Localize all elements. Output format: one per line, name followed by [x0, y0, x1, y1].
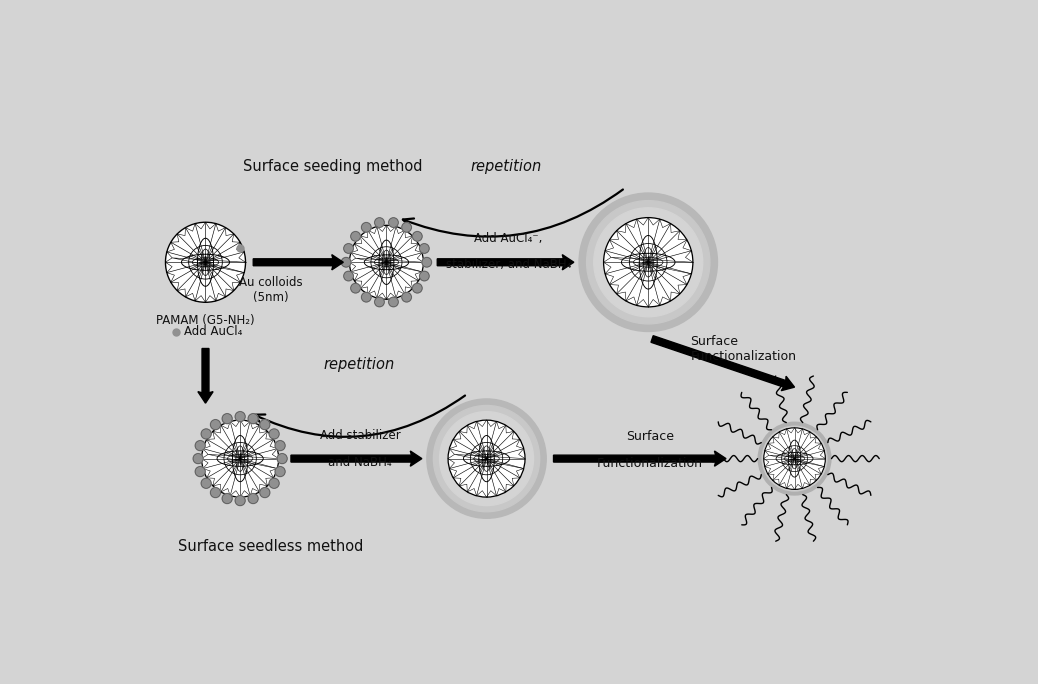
Text: PAMAM (G5-NH₂): PAMAM (G5-NH₂): [156, 314, 254, 327]
Circle shape: [201, 478, 211, 488]
Circle shape: [762, 426, 827, 491]
Circle shape: [361, 292, 372, 302]
Circle shape: [344, 244, 353, 253]
Circle shape: [342, 257, 351, 267]
Circle shape: [412, 283, 422, 293]
Circle shape: [193, 453, 203, 464]
Circle shape: [222, 414, 233, 423]
Circle shape: [603, 218, 693, 307]
FancyArrow shape: [651, 336, 794, 391]
Circle shape: [344, 272, 353, 281]
Text: Add AuCl₄⁻,: Add AuCl₄⁻,: [474, 233, 543, 246]
Circle shape: [375, 218, 384, 227]
Circle shape: [248, 414, 258, 423]
Text: Surface
Functionalization: Surface Functionalization: [690, 335, 796, 363]
Text: repetition: repetition: [324, 357, 395, 372]
FancyArrow shape: [437, 254, 574, 270]
Circle shape: [422, 257, 432, 267]
Circle shape: [448, 420, 525, 497]
Circle shape: [201, 429, 211, 439]
Circle shape: [388, 218, 399, 227]
Circle shape: [195, 440, 206, 451]
Circle shape: [402, 292, 411, 302]
Circle shape: [236, 412, 245, 421]
FancyArrow shape: [291, 451, 421, 466]
Circle shape: [361, 222, 372, 232]
Text: Au colloids
(5nm): Au colloids (5nm): [239, 276, 303, 304]
Circle shape: [579, 193, 717, 332]
Circle shape: [222, 494, 233, 503]
Circle shape: [351, 232, 360, 241]
Circle shape: [586, 200, 710, 324]
Text: repetition: repetition: [470, 159, 542, 174]
Circle shape: [419, 244, 429, 253]
Circle shape: [351, 283, 360, 293]
Circle shape: [165, 222, 246, 302]
Circle shape: [275, 440, 285, 451]
Circle shape: [594, 208, 703, 317]
Text: Add stabilizer: Add stabilizer: [320, 429, 401, 442]
Circle shape: [412, 232, 422, 241]
Text: and NaBH₄: and NaBH₄: [328, 456, 391, 469]
Circle shape: [269, 429, 279, 439]
Text: Surface: Surface: [626, 430, 674, 443]
Circle shape: [260, 488, 270, 497]
FancyArrow shape: [198, 349, 213, 403]
Circle shape: [388, 297, 399, 307]
Circle shape: [260, 419, 270, 430]
Circle shape: [277, 453, 288, 464]
Circle shape: [248, 494, 258, 503]
FancyArrow shape: [553, 451, 726, 466]
Circle shape: [275, 466, 285, 477]
Text: Functionalization: Functionalization: [597, 457, 703, 470]
Circle shape: [195, 466, 206, 477]
Circle shape: [427, 399, 546, 518]
Circle shape: [375, 297, 384, 307]
Circle shape: [269, 478, 279, 488]
Circle shape: [350, 225, 424, 299]
Circle shape: [211, 419, 220, 430]
FancyArrow shape: [253, 254, 344, 270]
Circle shape: [439, 412, 534, 505]
Text: Surface seeding method: Surface seeding method: [243, 159, 422, 174]
Circle shape: [402, 222, 411, 232]
Text: stabilizer, and NaBH₄: stabilizer, and NaBH₄: [445, 259, 571, 272]
Circle shape: [764, 428, 825, 490]
Text: Surface seedless method: Surface seedless method: [179, 540, 363, 555]
Circle shape: [758, 422, 830, 495]
Circle shape: [201, 420, 278, 497]
Text: Add AuCl₄: Add AuCl₄: [184, 325, 242, 338]
Circle shape: [236, 496, 245, 505]
Circle shape: [434, 406, 540, 512]
Circle shape: [211, 488, 220, 497]
Circle shape: [419, 272, 429, 281]
